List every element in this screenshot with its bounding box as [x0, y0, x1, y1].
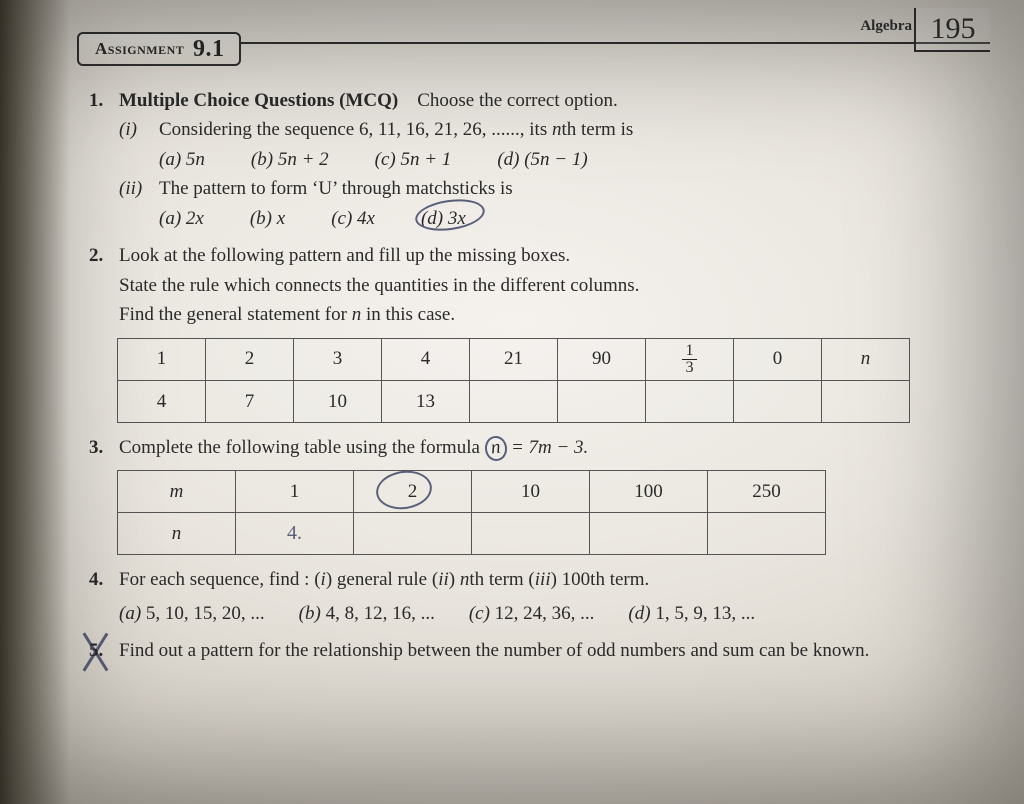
q1-title-rest: Choose the correct option. [417, 90, 618, 111]
question-2: 2. Look at the following pattern and fil… [89, 241, 990, 329]
q3-table: m1210100250 n4. [117, 470, 826, 555]
table-cell: 10 [294, 380, 382, 422]
q2-line3a: Find the general statement for [119, 304, 352, 325]
question-4: 4. For each sequence, find : (i) general… [89, 565, 990, 628]
q5-number: 5. [89, 636, 103, 665]
q1-ii-opt-c: (c) 4x [331, 204, 375, 233]
q4-opt-b: (b) 4, 8, 12, 16, ... [299, 599, 435, 628]
q1-i-marker: (i) [119, 115, 137, 144]
table-cell: n [118, 513, 236, 555]
subject-label: Algebra [860, 18, 912, 35]
q1-ii-marker: (ii) [119, 174, 142, 203]
q4-opt-d: (d) 1, 5, 9, 13, ... [628, 599, 755, 628]
table-cell [470, 380, 558, 422]
q3-var-n: n [483, 435, 507, 462]
q1-i-opt-b: (b) 5n + 2 [251, 145, 329, 174]
table-cell [646, 380, 734, 422]
q1-i-opt-c: (c) 5n + 1 [375, 145, 452, 174]
table-cell: 21 [470, 338, 558, 380]
q1-ii-options: (a) 2x (b) x (c) 4x (d) 3x [119, 204, 990, 233]
q4-options: (a) 5, 10, 15, 20, ... (b) 4, 8, 12, 16,… [119, 599, 990, 628]
table-cell: 4 [118, 380, 206, 422]
table-cell: 10 [472, 471, 590, 513]
table-cell: 2 [354, 471, 472, 513]
q1-i-options: (a) 5n (b) 5n + 2 (c) 5n + 1 (d) (5n − 1… [119, 145, 990, 174]
q1-i-opt-a: (a) 5n [159, 145, 205, 174]
question-3: 3. Complete the following table using th… [89, 433, 990, 462]
assignment-number: 9.1 [193, 36, 225, 62]
question-5: 5. Find out a pattern for the relationsh… [89, 636, 990, 665]
q2-line3c: in this case. [361, 304, 455, 325]
table-cell: 2 [206, 338, 294, 380]
table-cell [590, 513, 708, 555]
hand-circle-icon [374, 468, 435, 513]
q2-line3b: n [352, 304, 362, 325]
q1-ii-opt-d: (d) 3x [421, 204, 466, 233]
assignment-badge: Assignment 9.1 [77, 32, 241, 66]
table-cell: 4. [236, 513, 354, 555]
question-1: 1. Multiple Choice Questions (MCQ) Choos… [89, 86, 990, 233]
q1-number: 1. [89, 86, 103, 115]
q2-number: 2. [89, 241, 103, 270]
table-cell [822, 380, 910, 422]
q3-text-a: Complete the following table using the f… [119, 437, 485, 458]
table-cell: 13 [382, 380, 470, 422]
q2-line2: State the rule which connects the quanti… [119, 275, 639, 296]
q3-number: 3. [89, 433, 103, 462]
table-cell: 90 [558, 338, 646, 380]
q2-line1: Look at the following pattern and fill u… [119, 245, 570, 266]
q2-table: 12342190130n471013 [117, 338, 910, 423]
q1-ii-opt-a: (a) 2x [159, 204, 204, 233]
table-cell: 7 [206, 380, 294, 422]
table-cell: 4 [382, 338, 470, 380]
table-cell [354, 513, 472, 555]
q1-title-bold: Multiple Choice Questions (MCQ) [119, 90, 398, 111]
page-header: Algebra 195 Assignment 9.1 [89, 14, 990, 60]
q4-opt-c: (c) 12, 24, 36, ... [469, 599, 595, 628]
q4-opt-a: (a) 5, 10, 15, 20, ... [119, 599, 265, 628]
table-cell [708, 513, 826, 555]
q3-text-c: = 7m − 3. [506, 437, 588, 458]
table-cell: 13 [646, 338, 734, 380]
q1-ii-opt-b: (b) x [250, 204, 285, 233]
q1-i-opt-d: (d) (5n − 1) [497, 145, 587, 174]
table-cell: 1 [236, 471, 354, 513]
page-number: 195 [914, 8, 990, 52]
table-cell: 0 [734, 338, 822, 380]
q1-ii-text: The pattern to form ‘U’ through matchsti… [159, 178, 513, 199]
table-cell: n [822, 338, 910, 380]
table-cell [734, 380, 822, 422]
table-cell: 1 [118, 338, 206, 380]
table-cell [558, 380, 646, 422]
assignment-label: Assignment [95, 39, 184, 58]
table-cell: m [118, 471, 236, 513]
q1-i-text-a: Considering the sequence 6, 11, 16, 21, … [159, 119, 552, 140]
q1-i-text-c: th term is [561, 119, 633, 140]
table-cell [472, 513, 590, 555]
q4-number: 4. [89, 565, 103, 594]
table-cell: 3 [294, 338, 382, 380]
q5-text: Find out a pattern for the relationship … [119, 640, 869, 661]
table-cell: 250 [708, 471, 826, 513]
table-cell: 100 [590, 471, 708, 513]
q1-ii: (ii) The pattern to form ‘U’ through mat… [119, 174, 990, 203]
q1-i: (i) Considering the sequence 6, 11, 16, … [119, 115, 990, 144]
